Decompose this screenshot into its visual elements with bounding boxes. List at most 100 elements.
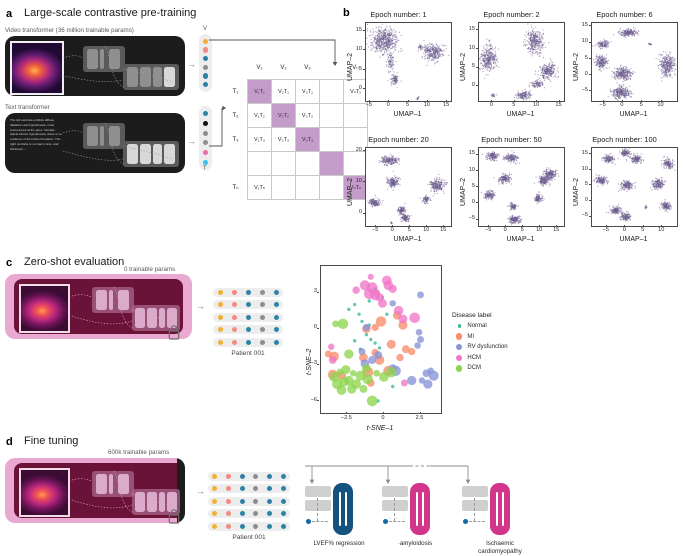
umap-xtick-mark [426,225,427,227]
tsne-xlabel: t-SNE–1 [320,425,440,432]
panel-d-embedding-dot [226,524,231,529]
umap-ytick: 10 [574,166,588,172]
umap-xtick-mark [556,225,557,227]
umap-ytick-mark [476,154,478,155]
umap-ytick: 0 [348,209,362,215]
task-head [462,486,522,538]
panel-c-embedding-row [213,338,283,347]
umap-ytick: −5 [574,212,588,218]
umap-xtick: 0 [617,227,631,233]
panel-c-embedding-dot [232,327,237,332]
task-head-pill[interactable] [490,483,510,535]
matrix-cell [344,152,368,176]
umap-axes [591,22,678,102]
panel-d-embedding-dot [253,486,258,491]
matrix-cell-diagonal: V₁T₁ [248,80,272,104]
tsne-xtick: 0 [373,415,393,421]
legend-item[interactable]: MI [452,333,508,339]
text-transformer-box: The left ventricle exhibits diffuse dila… [5,113,185,173]
fine-tune-model [5,458,177,523]
head-feature-block [462,486,488,497]
panel-c-embedding-dot [218,302,223,307]
matrix-row-header: Tₙ [224,176,248,200]
umap-title: Epoch number: 100 [566,135,683,144]
umap-xlabel: UMAP–1 [591,236,676,243]
task-head-pill[interactable] [333,483,353,535]
panel-c-embedding-dot [218,327,223,332]
umap-xtick: 15 [549,227,563,233]
pill-stripe [502,492,505,526]
umap-ytick: 15 [574,150,588,156]
pill-stripe [339,492,342,526]
legend-item[interactable]: DCM [452,365,508,371]
umap-ytick-mark [363,49,365,50]
umap-xtick: 5 [634,102,648,108]
umap-ytick: 15 [348,27,362,33]
matrix-cell: V₂T₁ [272,80,296,104]
matrix-col-header [320,56,344,80]
panel-c-title: Zero-shot evaluation [24,252,124,270]
panel-c-embedding-dot [260,327,265,332]
legend-item[interactable]: Normal [452,323,508,329]
umap-xtick: 0 [615,102,629,108]
matrix-cell: V₃T₂ [296,104,320,128]
tsne-xtick: 2.5 [410,415,430,421]
umap-ytick-mark [589,200,591,201]
matrix-cell [248,152,272,176]
head-connector [469,521,485,522]
head-feature-block [382,486,408,497]
umap-ytick: 15 [461,26,475,32]
umap-xtick: −5 [481,227,495,233]
umap-ytick: 20 [348,147,362,153]
umap-ytick: 10 [461,45,475,51]
panel-d-embedding-dot [281,499,286,504]
umap-ytick-mark [589,184,591,185]
task-head-pill[interactable] [410,483,430,535]
umap-xtick-mark [505,225,506,227]
panel-d-embedding-dot [281,474,286,479]
legend-item[interactable]: RV dysfunction [452,344,508,350]
umap-xtick-mark [427,100,428,102]
umap-ytick-mark [476,29,478,30]
panel-d-embedding-dot [240,499,245,504]
umap-xtick: −5 [362,102,376,108]
umap-xtick-mark [559,100,560,102]
umap-ytick-mark [363,150,365,151]
panel-c-embedding-dot [232,315,237,320]
umap-xtick: 0 [381,102,395,108]
umap-ytick: −5 [574,87,588,93]
umap-xtick-mark [641,100,642,102]
head-feature-block [462,500,488,511]
legend-item[interactable]: HCM [452,355,508,361]
tsne-ytick-mark [317,292,319,293]
umap-xtick: −5 [599,227,613,233]
text-dashed-connectors [5,113,185,173]
task-head-label: Ischaemic cardiomyopathy [468,540,532,556]
umap-xtick-mark [539,225,540,227]
umap-xtick-mark [446,100,447,102]
video-dashed-connectors [5,36,185,96]
panel-d-embedding-dot [226,499,231,504]
panel-c-patient-label: Patient 001 [213,350,283,357]
panel-c-embedding-dot [274,290,279,295]
tsne-ytick: −6 [302,397,317,403]
legend-swatch [456,355,462,361]
umap-xtick-mark [392,225,393,227]
matrix-col-header: V₁ [248,56,272,80]
umap-ytick-mark [363,88,365,89]
panel-d-embedding-dot [267,511,272,516]
matrix-row-header: T₂ [224,104,248,128]
panel-d-embedding-dot [253,499,258,504]
umap-xtick: 15 [552,102,566,108]
zs-dashed-connectors [14,279,183,334]
tsne-xtick-mark [420,412,421,414]
umap-ytick-mark [589,58,591,59]
ft-dashed-connectors [14,463,177,518]
head-connector [312,521,328,522]
panel-d-embedding-dot [240,524,245,529]
